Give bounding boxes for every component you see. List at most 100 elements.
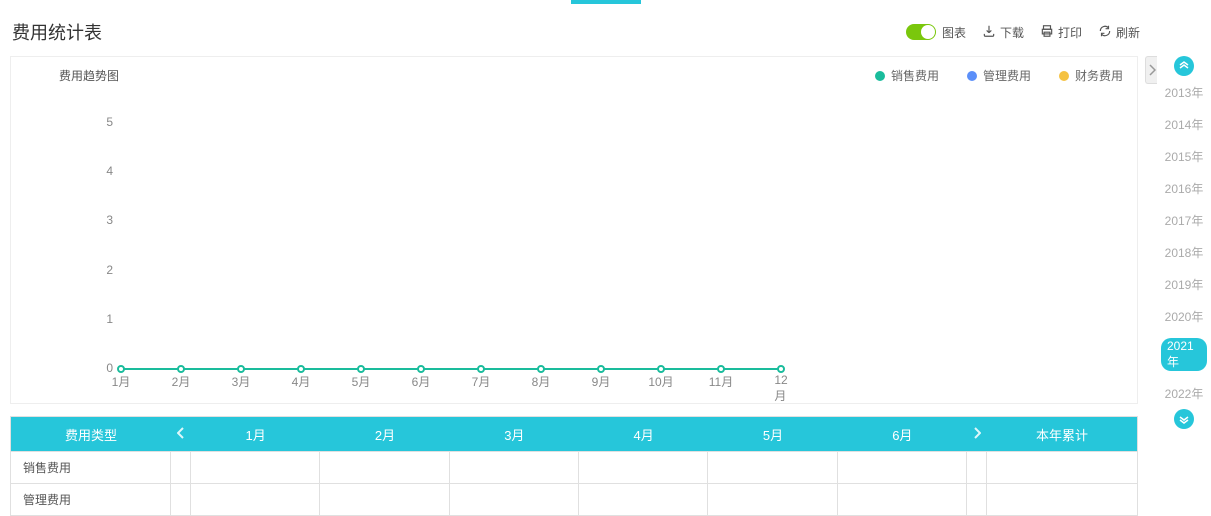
x-axis-tick-label: 12月 [774,373,787,404]
data-marker [777,365,785,373]
print-button[interactable]: 打印 [1040,24,1082,41]
td-nav-spacer [171,452,191,483]
series-line [121,368,781,370]
legend-dot-icon [967,71,977,81]
td-month [838,484,967,515]
td-month [450,452,579,483]
legend-item[interactable]: 销售费用 [875,67,939,84]
data-marker [177,365,185,373]
td-nav-spacer [967,484,987,515]
right-rail: 2013年2014年2015年2016年2017年2018年2019年2020年… [1157,0,1211,510]
legend-dot-icon [875,71,885,81]
print-label: 打印 [1058,24,1082,41]
chart-toggle-label: 图表 [942,24,966,41]
table-prev-months[interactable] [171,427,191,442]
refresh-label: 刷新 [1116,24,1140,41]
legend-label: 销售费用 [891,67,939,84]
legend-label: 财务费用 [1075,67,1123,84]
td-month [708,484,837,515]
download-icon [982,24,996,41]
table-next-months[interactable] [967,427,987,442]
data-marker [357,365,365,373]
x-axis-tick-label: 1月 [112,373,131,390]
legend-item[interactable]: 管理费用 [967,67,1031,84]
td-month [191,452,320,483]
download-button[interactable]: 下载 [982,24,1024,41]
table-row: 销售费用 [11,451,1137,483]
chart-plot-area: 0123451月2月3月4月5月6月7月8月9月10月11月12月 [121,113,781,393]
th-month-5: 5月 [708,425,837,444]
td-month [320,452,449,483]
th-month-3: 3月 [450,425,579,444]
x-axis-tick-label: 10月 [648,373,673,390]
year-scroll-up[interactable] [1174,56,1194,76]
chart-toggle-wrap: 图表 [906,24,966,41]
td-type: 管理费用 [11,484,171,515]
year-item[interactable]: 2013年 [1165,76,1204,108]
year-list: 2013年2014年2015年2016年2017年2018年2019年2020年… [1161,76,1207,409]
data-marker [297,365,305,373]
y-axis-tick-label: 2 [93,263,113,277]
data-marker [657,365,665,373]
x-axis-tick-label: 11月 [709,373,733,390]
x-axis-tick-label: 3月 [232,373,251,390]
refresh-button[interactable]: 刷新 [1098,24,1140,41]
td-total [987,452,1137,483]
year-item[interactable]: 2019年 [1165,268,1204,300]
table-body: 销售费用管理费用 [11,451,1137,515]
year-item[interactable]: 2021年 [1161,338,1207,371]
table-header-row: 费用类型 1月 2月 3月 4月 5月 6月 本年累计 [11,417,1137,451]
year-item[interactable]: 2020年 [1165,300,1204,332]
td-month [191,484,320,515]
legend-dot-icon [1059,71,1069,81]
td-type: 销售费用 [11,452,171,483]
year-selector: 2013年2014年2015年2016年2017年2018年2019年2020年… [1161,56,1207,429]
legend-label: 管理费用 [983,67,1031,84]
refresh-icon [1098,24,1112,41]
td-total [987,484,1137,515]
main-panel: 费用统计表 图表 下载 打印 [0,0,1156,510]
year-rail-collapse[interactable] [1145,56,1157,84]
td-month [579,484,708,515]
th-type: 费用类型 [11,425,171,444]
x-axis-tick-label: 7月 [472,373,491,390]
year-item[interactable]: 2015年 [1165,140,1204,172]
year-scroll-down[interactable] [1174,409,1194,429]
year-item[interactable]: 2022年 [1165,377,1204,409]
year-item[interactable]: 2018年 [1165,236,1204,268]
legend-item[interactable]: 财务费用 [1059,67,1123,84]
y-axis-tick-label: 1 [93,312,113,326]
td-nav-spacer [171,484,191,515]
year-item[interactable]: 2014年 [1165,108,1204,140]
data-marker [597,365,605,373]
header-row: 费用统计表 图表 下载 打印 [10,14,1146,50]
th-total: 本年累计 [987,425,1137,444]
y-axis-tick-label: 0 [93,361,113,375]
chart-legend: 销售费用 管理费用 财务费用 [875,67,1123,84]
chart-toggle[interactable] [906,24,936,40]
toolbar: 图表 下载 打印 刷新 [906,24,1140,41]
table-row: 管理费用 [11,483,1137,515]
data-marker [117,365,125,373]
td-month [450,484,579,515]
th-month-4: 4月 [579,425,708,444]
print-icon [1040,24,1054,41]
y-axis-tick-label: 3 [93,213,113,227]
page-title: 费用统计表 [12,19,102,45]
x-axis-tick-label: 2月 [172,373,191,390]
td-month [708,452,837,483]
x-axis-tick-label: 6月 [412,373,431,390]
data-marker [477,365,485,373]
td-nav-spacer [967,452,987,483]
year-item[interactable]: 2017年 [1165,204,1204,236]
th-month-2: 2月 [320,425,449,444]
expense-table: 费用类型 1月 2月 3月 4月 5月 6月 本年累计 销售费用管理费用 [10,416,1138,516]
td-month [838,452,967,483]
x-axis-tick-label: 5月 [352,373,371,390]
data-marker [237,365,245,373]
chart-title: 费用趋势图 [59,67,119,84]
year-item[interactable]: 2016年 [1165,172,1204,204]
y-axis-tick-label: 5 [93,115,113,129]
td-month [579,452,708,483]
th-month-6: 6月 [838,425,967,444]
